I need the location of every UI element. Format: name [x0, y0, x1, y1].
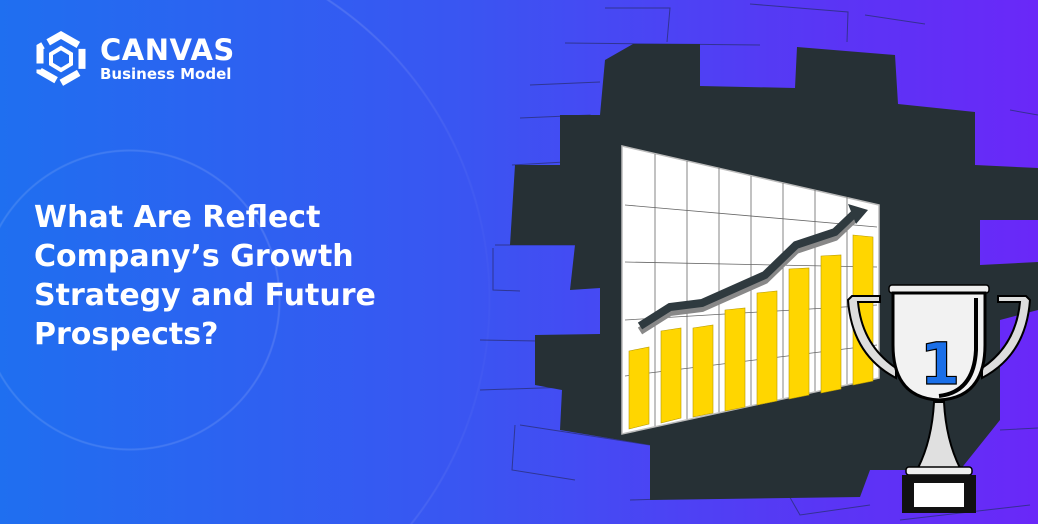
title-line: Prospects? [34, 317, 219, 352]
trophy-number: 1 [920, 330, 960, 398]
brick-lines [479, 3, 1038, 521]
title-line: Company’s Growth [34, 239, 354, 274]
trophy-icon: 1 [846, 284, 1032, 513]
chart-bars [628, 234, 874, 430]
brand-subtitle: Business Model [100, 65, 232, 83]
brand-logo[interactable]: CANVAS Business Model [32, 30, 235, 88]
hexagon-logo-icon [36, 30, 86, 88]
title-line: Strategy and Future [34, 278, 376, 313]
chart-board [621, 145, 880, 435]
title-line: What Are Reflect [34, 200, 321, 235]
decorative-rings [0, 0, 520, 524]
growth-arrow [637, 210, 858, 330]
page-title: What Are Reflect Company’s Growth Strate… [34, 198, 454, 354]
brand-name: CANVAS [100, 33, 235, 67]
